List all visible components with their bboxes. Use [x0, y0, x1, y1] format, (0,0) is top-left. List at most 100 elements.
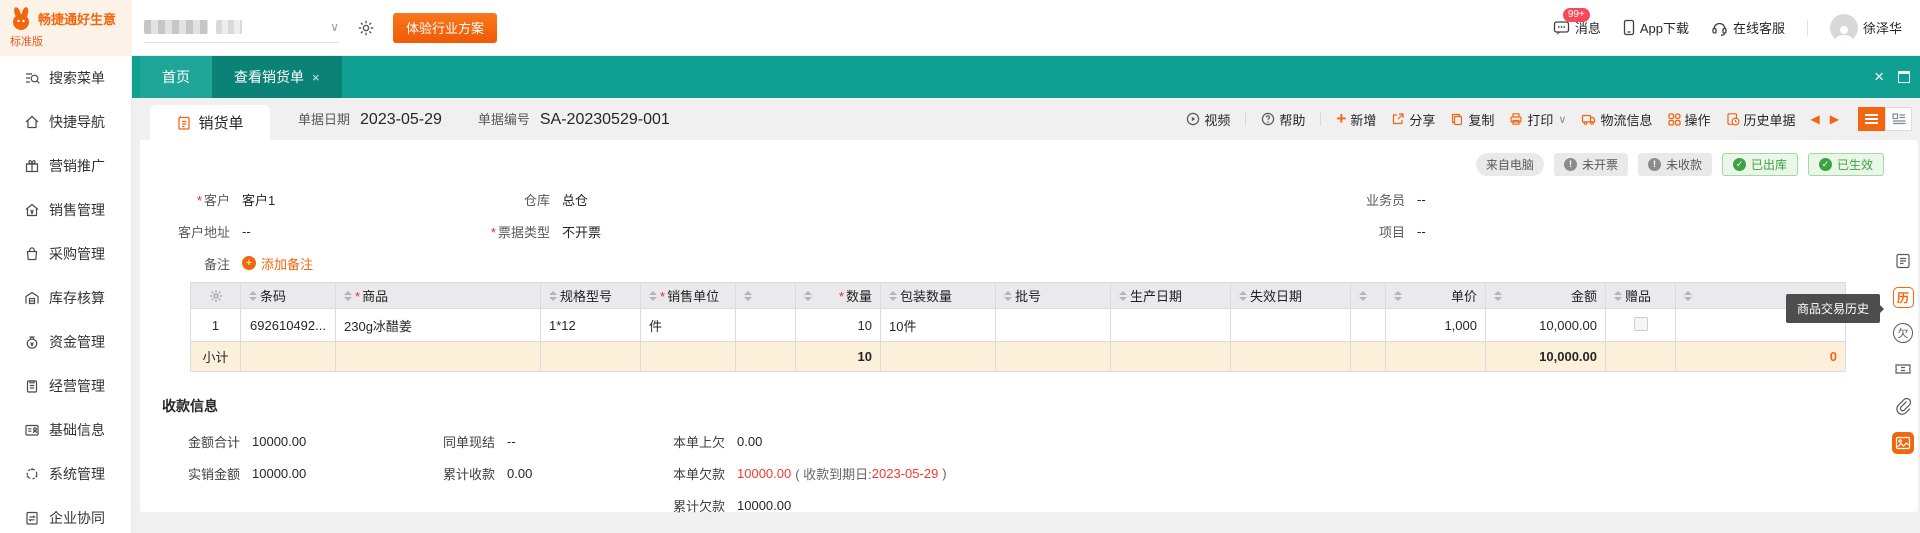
- history-docs-button[interactable]: 历史单据: [1726, 110, 1796, 129]
- collaboration-icon: [24, 510, 40, 526]
- share-button[interactable]: 分享: [1391, 110, 1435, 129]
- plus-icon: +: [1336, 109, 1347, 128]
- project-value: --: [1417, 223, 1426, 239]
- sort-icon: [549, 290, 557, 301]
- owed-field: 本单欠款 10000.00 ( 收款到期日: 2023-05-29 ): [672, 466, 947, 482]
- sidebar-item-marketing[interactable]: 营销推广: [0, 144, 131, 188]
- messages-button[interactable]: 99+ 消息: [1553, 8, 1601, 37]
- col-gift[interactable]: 赠品: [1605, 282, 1676, 309]
- online-service-button[interactable]: 在线客服: [1711, 18, 1785, 37]
- doc-toolbar: 视频 帮助 + 新增 分享 复制: [1186, 107, 1920, 131]
- sidebar-item-purchase[interactable]: 采购管理: [0, 232, 131, 276]
- document-card: 来自电脑 ! 未开票 ! 未收款 ✓ 已出库 ✓ 已生效 * 客户: [140, 140, 1918, 514]
- col-product[interactable]: * 商品: [335, 282, 541, 309]
- row-amount: 10,000.00: [1485, 308, 1606, 342]
- project-field: 项目 --: [1378, 223, 1426, 240]
- salesman-value: --: [1417, 191, 1426, 207]
- settings-gear-icon[interactable]: [357, 19, 375, 37]
- print-dropdown-icon[interactable]: ∨: [1558, 113, 1567, 126]
- col-barcode[interactable]: 条码: [240, 282, 336, 309]
- sort-icon: [804, 290, 812, 301]
- layout-restore-icon[interactable]: [1898, 71, 1910, 83]
- cumulative-arrears-field: 累计欠款 10000.00: [672, 498, 792, 514]
- app-download-button[interactable]: App下载: [1623, 18, 1689, 37]
- tab-home[interactable]: 首页: [140, 56, 212, 98]
- ticket-icon[interactable]: [1892, 358, 1914, 380]
- id-card-icon: [24, 422, 40, 438]
- sort-icon: [1239, 290, 1247, 301]
- sidebar-item-system[interactable]: 系统管理: [0, 452, 131, 496]
- column-settings-gear-icon[interactable]: [190, 282, 241, 309]
- sort-icon: [1004, 290, 1012, 301]
- doc-record-icon[interactable]: [1892, 250, 1914, 272]
- tab-close-icon[interactable]: ×: [312, 69, 320, 85]
- col-price[interactable]: 单价: [1385, 282, 1486, 309]
- document-header: 销货单 单据日期 2023-05-29 单据编号 SA-20230529-001…: [132, 98, 1920, 140]
- row-pack-qty: 10件: [880, 308, 996, 342]
- col-unit[interactable]: * 销售单位: [640, 282, 736, 309]
- col-pack-qty[interactable]: 包装数量: [880, 282, 996, 309]
- logistics-button[interactable]: 物流信息: [1581, 110, 1653, 129]
- print-button[interactable]: 打印 ∨: [1509, 110, 1566, 129]
- money-pouch-icon: [24, 334, 40, 350]
- col-expiry-date[interactable]: 失效日期: [1230, 282, 1351, 309]
- copy-button[interactable]: 复制: [1450, 110, 1494, 129]
- prev-doc-icon[interactable]: ◀: [1810, 112, 1820, 126]
- row-price: 1,000: [1385, 308, 1486, 342]
- unreceived-badge: ! 未收款: [1637, 152, 1712, 176]
- user-name: 徐泽华: [1862, 21, 1902, 36]
- actions-button[interactable]: 操作: [1667, 110, 1711, 129]
- video-button[interactable]: 视频: [1186, 110, 1230, 129]
- sidebar-item-search-menu[interactable]: 搜索菜单: [0, 56, 131, 100]
- trade-history-tooltip: 商品交易历史: [1785, 294, 1885, 323]
- sidebar-item-inventory[interactable]: 库存核算: [0, 276, 131, 320]
- experience-plan-button[interactable]: 体验行业方案: [393, 12, 498, 43]
- subtotal-extra: 0: [1675, 341, 1846, 372]
- form-view-toggle[interactable]: [1885, 107, 1912, 131]
- image-attachment-icon[interactable]: [1892, 432, 1914, 454]
- brand-block: 畅捷通好生意 标准版: [0, 0, 132, 56]
- sort-icon: [249, 290, 257, 301]
- arrears-icon[interactable]: 欠: [1893, 323, 1913, 343]
- sort-icon: [1494, 290, 1502, 301]
- sidebar-item-collaboration[interactable]: 企业协同: [0, 496, 131, 533]
- uninvoiced-badge: ! 未开票: [1553, 152, 1628, 176]
- sidebar-item-funds[interactable]: 资金管理: [0, 320, 131, 364]
- check-icon: ✓: [1732, 157, 1746, 171]
- col-batch[interactable]: 批号: [995, 282, 1111, 309]
- col-spec[interactable]: 规格型号: [540, 282, 641, 309]
- sort-icon: [1684, 290, 1692, 301]
- list-view-toggle[interactable]: [1858, 107, 1885, 131]
- col-qty[interactable]: * 数量: [795, 282, 881, 309]
- table-row[interactable]: 1 692610492... 230g冰醋姜 1*12 件 10 10件: [190, 308, 1846, 342]
- sort-icon: [1394, 290, 1402, 301]
- salesman-field: 业务员 --: [1365, 191, 1426, 208]
- help-button[interactable]: 帮助: [1261, 110, 1305, 129]
- col-blank-1[interactable]: [735, 282, 796, 309]
- doc-type-tab[interactable]: 销货单: [150, 105, 270, 140]
- sidebar-item-operations[interactable]: 经营管理: [0, 364, 131, 408]
- gift-checkbox[interactable]: [1633, 316, 1648, 331]
- col-production-date[interactable]: 生产日期: [1110, 282, 1231, 309]
- sales-order-doc-icon: [176, 115, 192, 131]
- col-amount[interactable]: 金额: [1485, 282, 1606, 309]
- warn-icon: !: [1647, 157, 1661, 171]
- add-button[interactable]: + 新增: [1336, 109, 1377, 128]
- add-remark-button[interactable]: + 添加备注: [242, 254, 313, 273]
- tab-view-sales-order[interactable]: 查看销货单 ×: [212, 56, 342, 98]
- sidebar-item-sales[interactable]: 销售管理: [0, 188, 131, 232]
- sidebar-item-quick-nav[interactable]: 快捷导航: [0, 100, 131, 144]
- row-qty: 10: [795, 308, 881, 342]
- cash-settlement-field: 同单现结 --: [442, 434, 516, 450]
- sidebar-nav: 搜索菜单 快捷导航 营销推广 销售管理 采购管理 库存核算 资金管理 经营管理: [0, 56, 132, 533]
- col-blank-2[interactable]: [1350, 282, 1386, 309]
- user-menu[interactable]: 徐泽华: [1829, 13, 1902, 42]
- trade-history-icon[interactable]: 历: [1892, 287, 1914, 308]
- company-selector[interactable]: ∨: [144, 13, 339, 43]
- sidebar-item-basic-info[interactable]: 基础信息: [0, 408, 131, 452]
- close-all-icon[interactable]: ×: [1874, 67, 1884, 86]
- page-tabbar: 首页 查看销货单 × ×: [132, 56, 1920, 98]
- next-doc-icon[interactable]: ▶: [1829, 112, 1839, 126]
- paperclip-icon[interactable]: [1892, 395, 1914, 417]
- row-gift-cell: [1605, 308, 1676, 342]
